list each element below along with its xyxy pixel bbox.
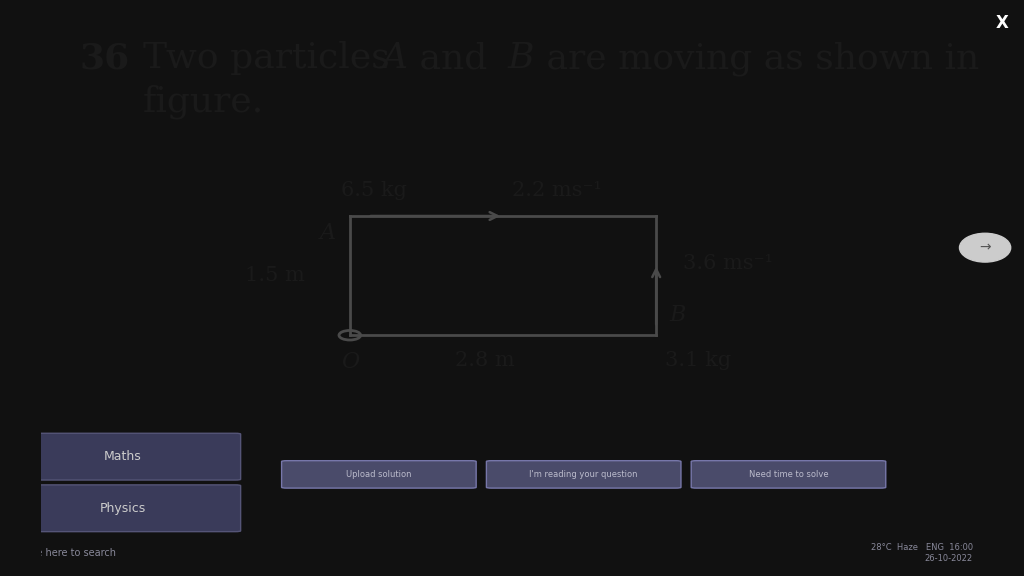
- Circle shape: [959, 233, 1011, 262]
- Text: 36: 36: [80, 41, 130, 75]
- FancyBboxPatch shape: [5, 485, 241, 532]
- Text: Physics: Physics: [99, 502, 146, 515]
- Text: 6.5 kg: 6.5 kg: [341, 181, 407, 200]
- Text: B: B: [670, 304, 686, 327]
- Text: 3.1 kg: 3.1 kg: [666, 351, 731, 370]
- Text: 3.6 ms⁻¹: 3.6 ms⁻¹: [683, 254, 773, 273]
- Text: 2.8 m: 2.8 m: [455, 351, 515, 370]
- Text: I'm reading your question: I'm reading your question: [529, 470, 638, 479]
- Text: 28°C  Haze   ENG  16:00
26-10-2022: 28°C Haze ENG 16:00 26-10-2022: [870, 543, 973, 563]
- Text: →: →: [979, 241, 991, 255]
- Text: X: X: [995, 14, 1009, 32]
- Text: O: O: [341, 351, 359, 373]
- FancyBboxPatch shape: [5, 433, 241, 480]
- FancyBboxPatch shape: [486, 461, 681, 488]
- Text: 1.5 m: 1.5 m: [245, 266, 305, 285]
- Text: Type here to search: Type here to search: [20, 548, 117, 558]
- Bar: [0, 0, 41, 576]
- FancyBboxPatch shape: [691, 461, 886, 488]
- FancyBboxPatch shape: [282, 461, 476, 488]
- Bar: [983, 0, 1024, 576]
- Text: B: B: [508, 41, 534, 75]
- Text: Upload solution: Upload solution: [346, 470, 412, 479]
- Text: figure.: figure.: [142, 85, 264, 119]
- Text: Two particles: Two particles: [142, 41, 400, 75]
- Bar: [0, 0, 1024, 29]
- Text: are moving as shown in the: are moving as shown in the: [535, 41, 1024, 75]
- Text: 2.2 ms⁻¹: 2.2 ms⁻¹: [512, 181, 602, 200]
- Text: Need time to solve: Need time to solve: [749, 470, 828, 479]
- Text: A: A: [321, 222, 336, 244]
- Text: Maths: Maths: [104, 450, 141, 463]
- Text: A: A: [381, 41, 408, 75]
- Text: and: and: [409, 41, 499, 75]
